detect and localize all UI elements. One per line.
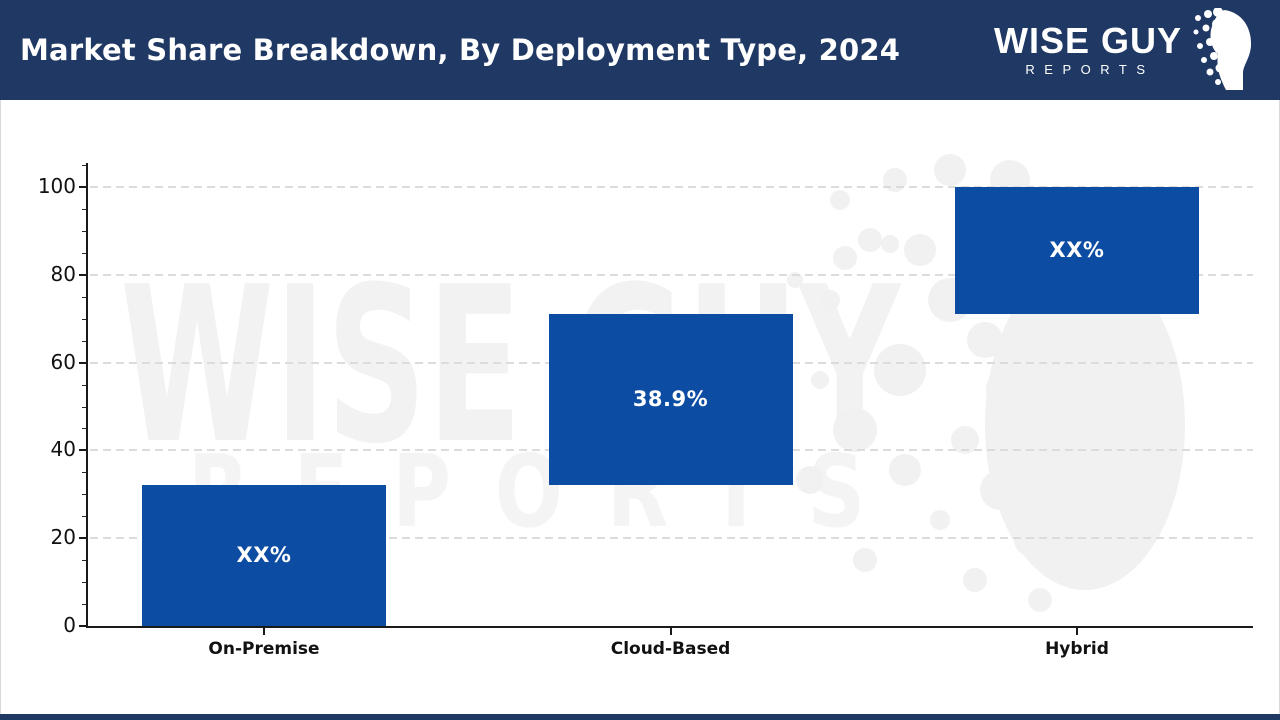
- y-axis-minor-tick: [82, 604, 87, 605]
- y-axis-minor-tick: [82, 472, 87, 473]
- brand-logo: WISE GUY REPORTS: [994, 8, 1254, 92]
- y-axis-tick-label: 60: [50, 349, 76, 374]
- y-axis-minor-tick: [82, 231, 87, 232]
- brand-face-icon: [1193, 8, 1252, 90]
- y-axis-tick-label: 100: [37, 174, 76, 198]
- x-axis-category-label: On-Premise: [208, 639, 320, 659]
- market-share-bar: 38.9%: [548, 313, 793, 485]
- y-axis-minor-tick: [82, 253, 87, 254]
- y-axis-tick-label: 0: [63, 613, 76, 637]
- brand-subname: REPORTS: [1025, 62, 1155, 77]
- y-axis-line: [86, 163, 88, 628]
- y-axis-major-tick: [79, 449, 87, 452]
- x-axis-category-tick: [669, 628, 672, 635]
- market-share-bar: XX%: [142, 484, 386, 626]
- bar-value-label: XX%: [1049, 238, 1105, 263]
- y-axis-major-tick: [79, 273, 87, 276]
- y-axis-major-tick: [79, 361, 87, 364]
- brand-name: WISE GUY: [993, 20, 1182, 61]
- y-axis-minor-tick: [82, 341, 87, 342]
- y-axis-minor-tick: [82, 209, 87, 210]
- y-axis-major-tick: [79, 537, 87, 540]
- header-bar: Market Share Breakdown, By Deployment Ty…: [0, 0, 1280, 100]
- y-gridline: [90, 537, 1253, 540]
- y-axis-minor-tick: [82, 319, 87, 320]
- y-axis-minor-tick: [82, 582, 87, 583]
- y-axis-minor-tick: [82, 407, 87, 408]
- brand-wordmark: WISE GUY REPORTS: [993, 20, 1182, 78]
- footer-bar: [0, 714, 1280, 720]
- market-share-bar: XX%: [955, 187, 1199, 314]
- x-axis-category-label: Hybrid: [1045, 639, 1109, 659]
- y-axis-minor-tick: [82, 385, 87, 386]
- y-axis-major-tick: [79, 186, 87, 188]
- page-title: Market Share Breakdown, By Deployment Ty…: [20, 33, 901, 67]
- y-axis-minor-tick: [82, 165, 87, 166]
- y-axis-minor-tick: [82, 494, 87, 495]
- y-axis-minor-tick: [82, 560, 87, 561]
- x-axis-category-label: Cloud-Based: [610, 639, 731, 659]
- x-axis-line: [86, 626, 1253, 628]
- y-axis-minor-tick: [82, 516, 87, 517]
- y-axis-tick-label: 80: [50, 261, 76, 286]
- y-gridline: [90, 186, 1253, 188]
- bar-value-label: 38.9%: [632, 387, 709, 412]
- bar-value-label: XX%: [236, 543, 292, 568]
- y-axis-tick-label: 40: [50, 437, 76, 462]
- y-axis-tick-label: 20: [50, 525, 76, 550]
- y-axis-major-tick: [79, 625, 87, 627]
- x-axis-category-tick: [1076, 628, 1078, 635]
- y-gridline: [90, 273, 1253, 276]
- y-axis-minor-tick: [82, 428, 87, 429]
- y-axis-minor-tick: [82, 297, 87, 298]
- x-axis-category-tick: [263, 628, 265, 635]
